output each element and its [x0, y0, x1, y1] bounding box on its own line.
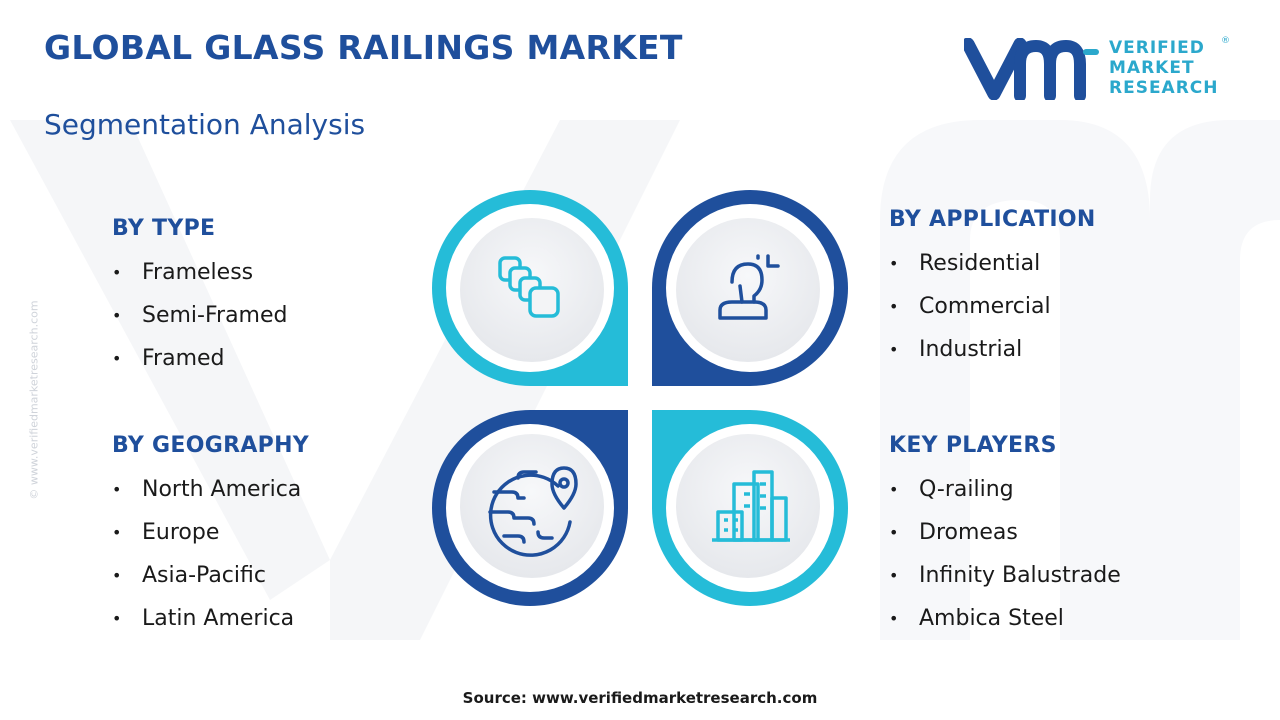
segment-key-players: KEY PLAYERS • Q-railing • Dromeas • Infinit… [889, 433, 1121, 640]
list-item: • Semi-Framed [112, 303, 288, 328]
segment-by-type: BY TYPE • Frameless • Semi-Framed • Framed [112, 216, 288, 380]
segment-heading: BY GEOGRAPHY [112, 433, 310, 458]
logo-wordmark: VERIFIED MARKET RESEARCH [1109, 38, 1219, 98]
list-item: • Commercial [889, 294, 1051, 319]
segment-by-geography: BY GEOGRAPHY • North America • Europe • Asi… [112, 433, 309, 640]
list-item: • Latin America [112, 606, 295, 631]
list-item: • North America [112, 477, 302, 502]
person-icon [718, 254, 780, 320]
logo-line-market: MARKET [1109, 58, 1195, 78]
segment-heading: KEY PLAYERS [889, 433, 1057, 458]
company-logo: VERIFIED MARKET RESEARCH ® [964, 36, 1234, 104]
list-item: • Residential [889, 251, 1041, 276]
list-item: • Ambica Steel [889, 606, 1064, 631]
list-item: • Frameless [112, 260, 254, 285]
list-item: • Industrial [889, 337, 1023, 362]
source-attribution: Source: www.verifiedmarketresearch.com [462, 689, 818, 707]
petal-application [652, 190, 848, 386]
segment-heading: BY TYPE [112, 216, 216, 241]
registered-mark: ® [1221, 36, 1230, 46]
petal-geography [432, 410, 628, 606]
list-item: • Framed [112, 346, 225, 371]
segment-heading: BY APPLICATION [889, 207, 1096, 232]
page-title: GLOBAL GLASS RAILINGS MARKET [44, 28, 683, 67]
list-item: • Asia-Pacific [112, 563, 266, 588]
segmentation-diagram [432, 190, 848, 606]
list-item: • Infinity Balustrade [889, 563, 1121, 588]
list-item: • Dromeas [889, 520, 1018, 545]
logo-line-verified: VERIFIED [1109, 38, 1205, 58]
side-watermark-url: © www.verifiedmarketresearch.com [27, 300, 41, 500]
stacked-panels-icon [498, 256, 560, 318]
segment-by-application: BY APPLICATION • Residential • Commercial … [889, 207, 1096, 371]
list-item: • Q-railing [889, 477, 1014, 502]
vmr-logo-mark-icon [964, 38, 1099, 100]
page-subtitle: Segmentation Analysis [44, 108, 366, 141]
logo-line-research: RESEARCH [1109, 78, 1219, 98]
list-item: • Europe [112, 520, 220, 545]
globe-location-icon [488, 466, 578, 557]
petal-key-players [652, 410, 848, 606]
buildings-icon [712, 470, 790, 542]
